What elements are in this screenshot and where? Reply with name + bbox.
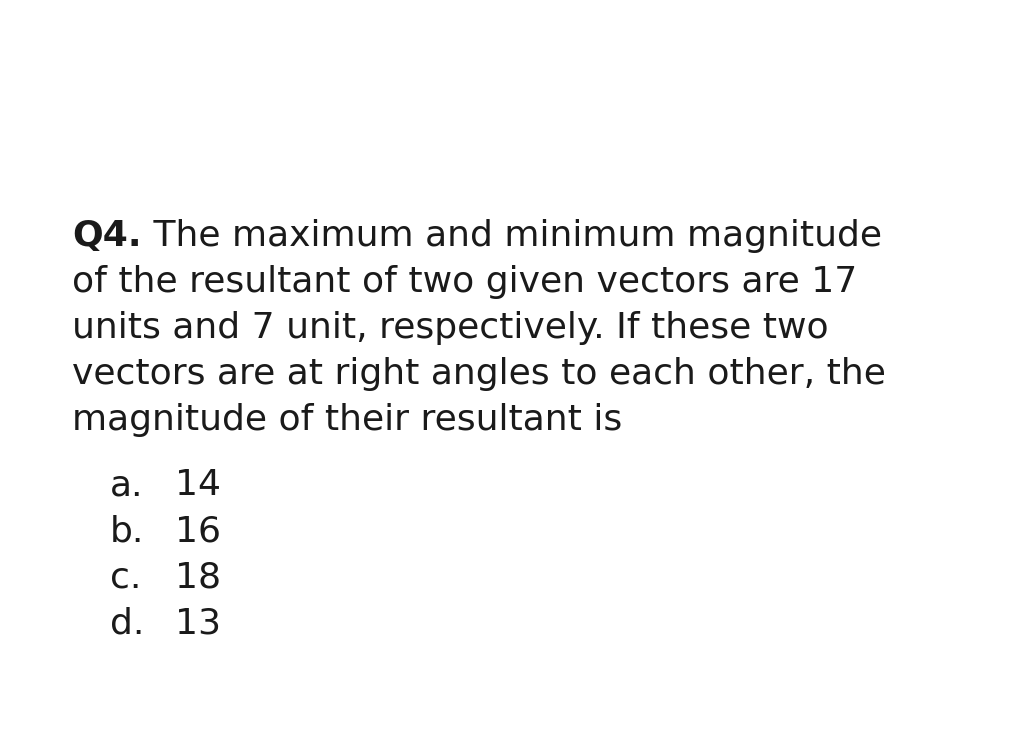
Text: b.: b. <box>110 514 144 548</box>
Text: magnitude of their resultant is: magnitude of their resultant is <box>72 403 623 437</box>
Text: of the resultant of two given vectors are 17: of the resultant of two given vectors ar… <box>72 265 857 299</box>
Text: The maximum and minimum magnitude: The maximum and minimum magnitude <box>141 219 882 253</box>
Text: c.: c. <box>110 560 141 594</box>
Text: 13: 13 <box>175 606 221 640</box>
Text: 14: 14 <box>175 468 221 502</box>
Text: vectors are at right angles to each other, the: vectors are at right angles to each othe… <box>72 357 886 391</box>
Text: d.: d. <box>110 606 144 640</box>
Text: 18: 18 <box>175 560 221 594</box>
Text: 16: 16 <box>175 514 221 548</box>
Text: a.: a. <box>110 468 143 502</box>
Text: units and 7 unit, respectively. If these two: units and 7 unit, respectively. If these… <box>72 311 828 345</box>
Text: Q4.: Q4. <box>72 219 141 253</box>
